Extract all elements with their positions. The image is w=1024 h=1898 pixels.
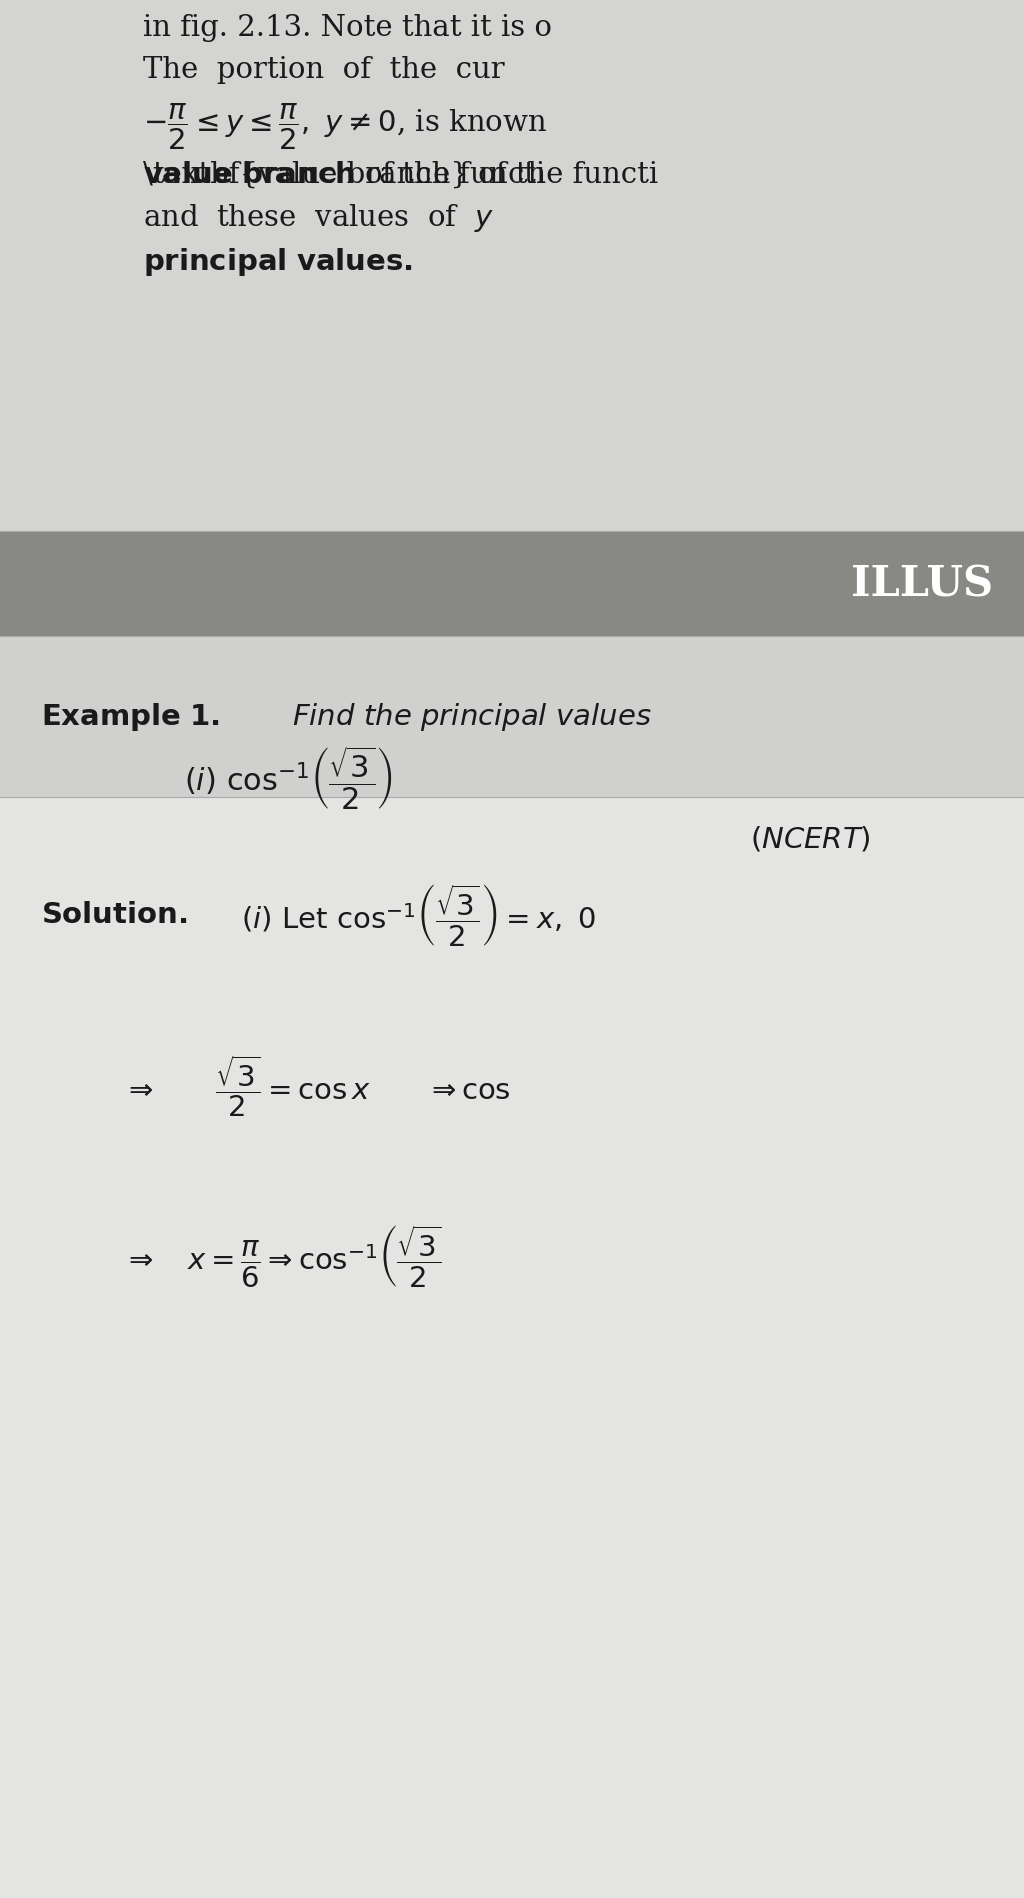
Text: $(i)\ \mathrm{Let}\ \cos^{-1}\!\left(\dfrac{\sqrt{3}}{2}\right) = x,\ 0$: $(i)\ \mathrm{Let}\ \cos^{-1}\!\left(\df… — [241, 883, 596, 947]
FancyBboxPatch shape — [0, 0, 1024, 531]
Text: The  portion  of  the  cur: The portion of the cur — [143, 57, 505, 84]
Text: $\mathbf{principal\ values.}$: $\mathbf{principal\ values.}$ — [143, 247, 413, 277]
Text: $\Rightarrow \quad x = \dfrac{\pi}{6} \Rightarrow \cos^{-1}\!\left(\dfrac{\sqrt{: $\Rightarrow \quad x = \dfrac{\pi}{6} \R… — [123, 1224, 441, 1289]
Text: and  these  values  of  $y$: and these values of $y$ — [143, 203, 494, 233]
Text: \textbf{value branch} of the functi: \textbf{value branch} of the functi — [143, 161, 658, 188]
Text: $\mathbf{Solution.}$: $\mathbf{Solution.}$ — [41, 902, 187, 928]
FancyBboxPatch shape — [0, 797, 1024, 1898]
Text: $(i)\ \cos^{-1}\!\left(\dfrac{\sqrt{3}}{2}\right)$: $(i)\ \cos^{-1}\!\left(\dfrac{\sqrt{3}}{… — [184, 744, 393, 812]
Text: in fig. 2.13. Note that it is o: in fig. 2.13. Note that it is o — [143, 15, 552, 42]
Text: $-\dfrac{\pi}{2} \leq y \leq \dfrac{\pi}{2},\ y \neq 0$, is known: $-\dfrac{\pi}{2} \leq y \leq \dfrac{\pi}… — [143, 102, 548, 152]
FancyBboxPatch shape — [0, 636, 1024, 797]
Text: $\mathbf{Example\ 1.}$: $\mathbf{Example\ 1.}$ — [41, 702, 220, 733]
Text: $\Rightarrow \qquad \dfrac{\sqrt{3}}{2} = \cos x \qquad \Rightarrow \cos$: $\Rightarrow \qquad \dfrac{\sqrt{3}}{2} … — [123, 1053, 511, 1118]
Text: ILLUS: ILLUS — [851, 564, 993, 605]
FancyBboxPatch shape — [0, 531, 1024, 636]
Text: $\mathit{Find\ the\ principal\ values}$: $\mathit{Find\ the\ principal\ values}$ — [292, 702, 651, 733]
Text: $\mathbf{value\ branch}$ of the functi: $\mathbf{value\ branch}$ of the functi — [143, 161, 546, 188]
Text: $(NCERT)$: $(NCERT)$ — [750, 824, 870, 854]
